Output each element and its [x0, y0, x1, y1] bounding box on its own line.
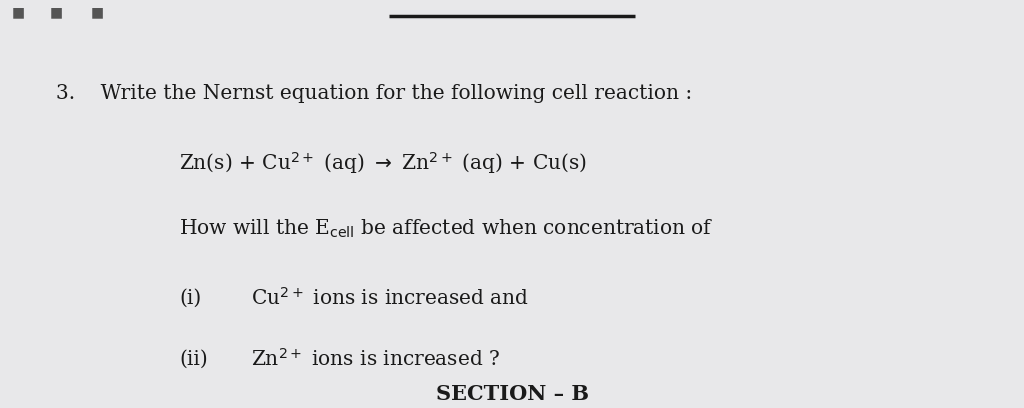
Text: ■: ■ — [50, 5, 62, 19]
Text: 3.    Write the Nernst equation for the following cell reaction :: 3. Write the Nernst equation for the fol… — [56, 84, 692, 103]
Text: How will the E$_{\mathrm{cell}}$ be affected when concentration of: How will the E$_{\mathrm{cell}}$ be affe… — [179, 217, 714, 239]
Text: ■: ■ — [12, 5, 25, 19]
Text: Zn(s) + Cu$^{2+}$ (aq) $\rightarrow$ Zn$^{2+}$ (aq) + Cu(s): Zn(s) + Cu$^{2+}$ (aq) $\rightarrow$ Zn$… — [179, 150, 587, 176]
Text: ■: ■ — [91, 5, 103, 19]
Text: Zn$^{2+}$ ions is increased ?: Zn$^{2+}$ ions is increased ? — [251, 348, 500, 370]
Text: Cu$^{2+}$ ions is increased and: Cu$^{2+}$ ions is increased and — [251, 287, 529, 309]
Text: (i): (i) — [179, 288, 202, 307]
Text: SECTION – B: SECTION – B — [435, 384, 589, 404]
Text: (ii): (ii) — [179, 350, 208, 368]
